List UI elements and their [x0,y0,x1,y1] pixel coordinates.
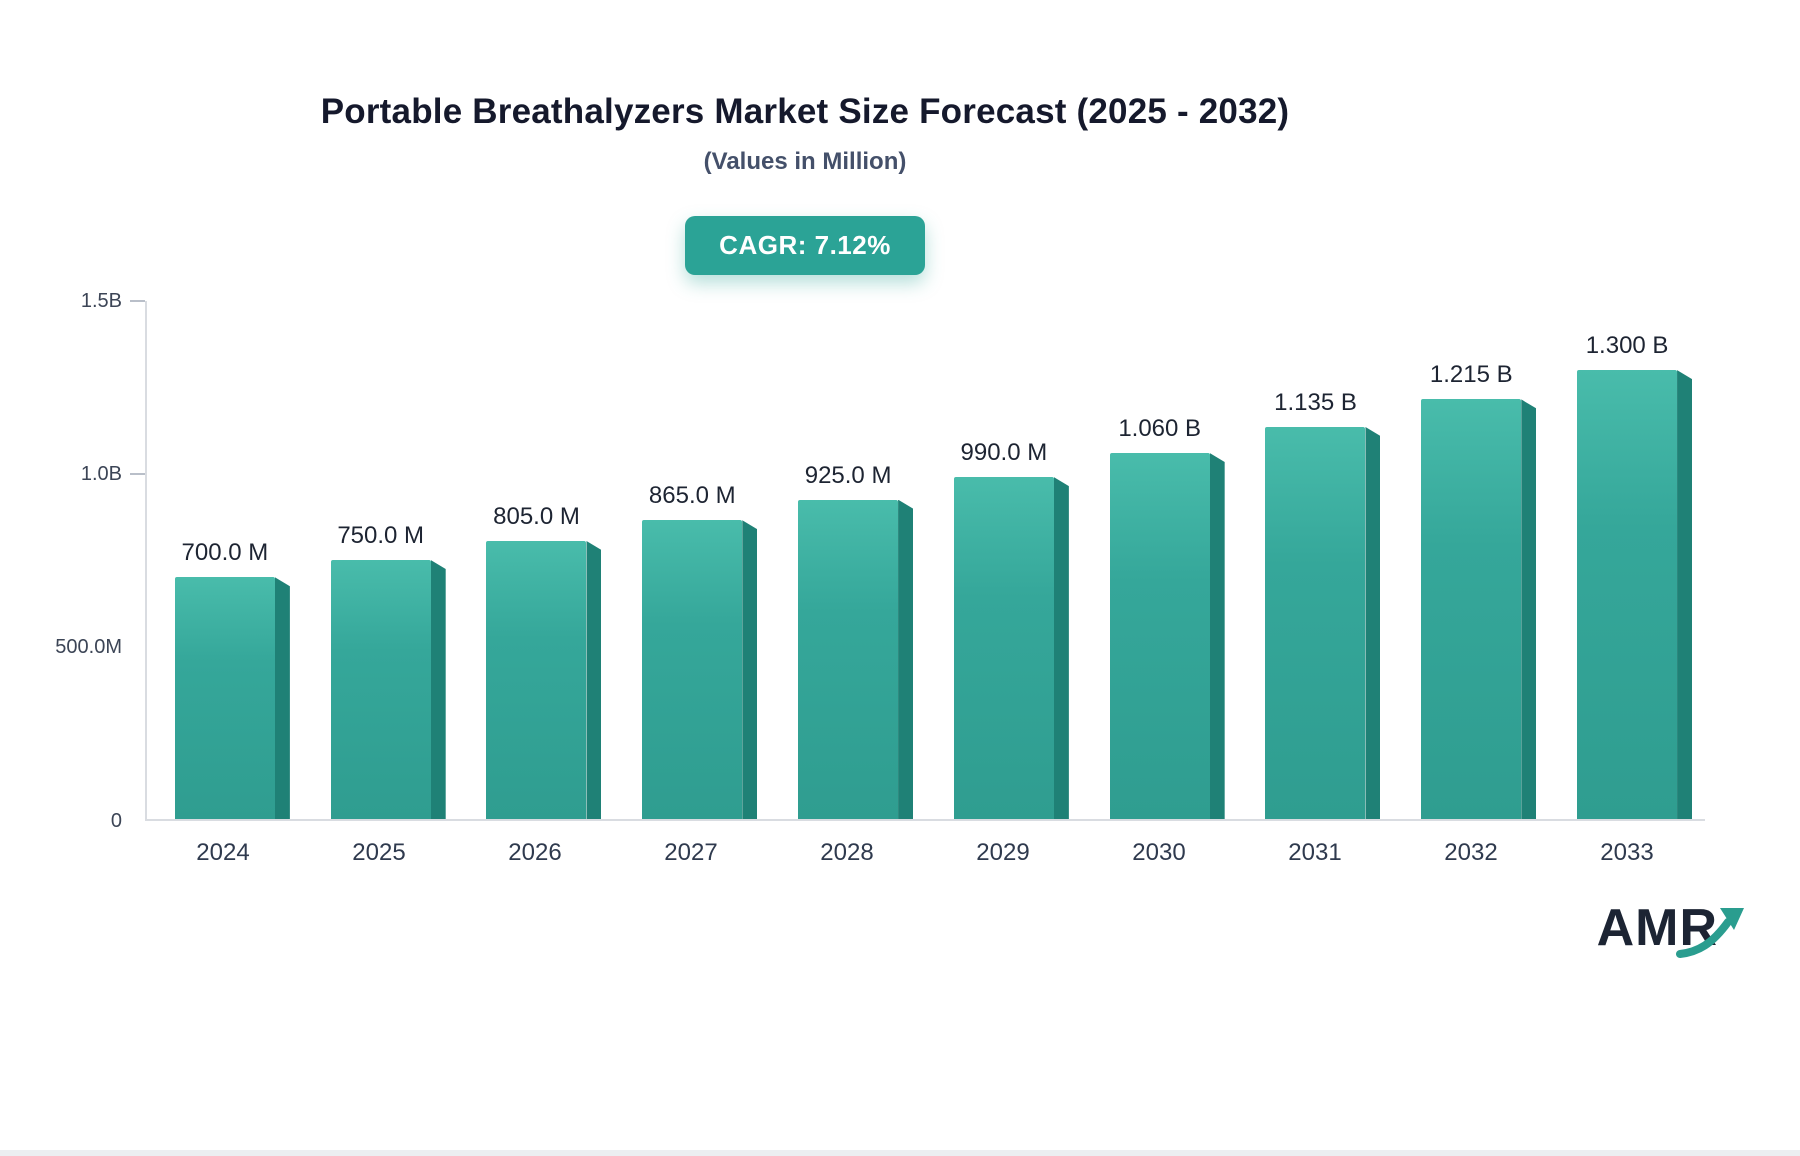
bar-side-face [898,499,914,819]
y-axis: 0 500.0M 1.0B 1.5B [45,290,145,832]
bar [486,541,602,819]
bottom-edge-strip [0,1150,1800,1156]
bar [1421,399,1537,819]
bar-group: 750.0 M [303,301,459,819]
x-axis-tick-label: 2030 [1132,839,1186,866]
chart-title: Portable Breathalyzers Market Size Forec… [320,92,1290,131]
chart-header: Portable Breathalyzers Market Size Forec… [0,0,1800,176]
bar-value-label: 700.0 M [181,539,269,567]
x-axis-tick-label: 2032 [1444,839,1498,866]
bar-side-face [742,520,758,819]
x-axis-tick-label: 2028 [820,839,874,866]
cagr-badge: CAGR: 7.12% [685,216,925,275]
bar [1265,427,1381,819]
y-axis-tick: 1.0B [81,462,145,486]
bar-value-label: 865.0 M [648,482,736,510]
chart-subtitle: (Values in Million) [703,148,907,175]
x-axis: 2024 2025 2026 2027 2028 2029 2030 2031 2032 2033 [145,821,1705,867]
y-axis-tick: 500.0M [55,636,145,660]
bar-value-label: 750.0 M [337,522,425,549]
y-axis-tick: 1.5B [81,289,145,313]
bar [642,520,758,819]
bar [174,577,290,819]
x-axis-tick-label: 2024 [196,839,250,866]
bar-group: 700.0 M [147,301,303,819]
bar-side-face [1521,399,1537,819]
x-axis-tick-label: 2029 [976,839,1030,866]
bar-side-face [586,541,602,819]
x-axis-tick-label: 2025 [352,839,406,866]
y-axis-tick: 0 [111,809,145,833]
bar-group: 925.0 M [770,301,926,819]
bar-value-label: 1.215 B [1429,361,1513,389]
badge-row: CAGR: 7.12% [0,216,1800,275]
y-axis-tick-label: 500.0M [55,636,122,659]
bar-group: 990.0 M [926,301,1082,819]
bar-value-label: 1.300 B [1585,332,1669,360]
x-axis-tick-label: 2031 [1288,839,1342,866]
bar-value-label: 990.0 M [960,439,1048,467]
y-axis-tick-label: 0 [110,809,122,832]
bar-value-label: 1.060 B [1118,414,1202,442]
bar-side-face [1053,477,1069,819]
x-axis-tick-label: 2027 [664,839,718,866]
bar-side-face [1209,452,1225,819]
y-axis-tick-mark [130,300,145,302]
amr-logo-arrow-icon [1676,908,1744,958]
bar-group: 865.0 M [614,301,770,819]
plot-area: 700.0 M 750.0 M 805.0 M 865.0 M 925.0 M 990.0… [145,301,1705,821]
y-axis-tick-mark [130,473,145,476]
bar-side-face [274,577,290,819]
bar-side-face [430,560,446,819]
bar-group: 1.215 B [1393,301,1549,819]
amr-logo: AMR [1597,898,1744,958]
x-axis-tick-label: 2026 [508,839,562,866]
chart-area: 0 500.0M 1.0B 1.5B 700.0 M 750.0 M 805.0 M 865… [45,290,1705,832]
bar-value-label: 925.0 M [804,461,892,489]
bar-group: 1.300 B [1549,301,1705,819]
bar [330,560,446,819]
y-axis-tick-label: 1.5B [80,289,122,312]
bar-group: 805.0 M [459,301,615,819]
bar-value-label: 805.0 M [493,503,580,531]
bar-value-label: 1.135 B [1274,389,1357,417]
bar [953,477,1069,819]
bar [1577,370,1693,819]
y-axis-tick-label: 1.0B [80,462,122,485]
bar-group: 1.135 B [1238,301,1394,819]
bar-side-face [1365,427,1381,819]
bar [798,499,914,819]
bar-side-face [1677,370,1693,819]
x-axis-tick-label: 2033 [1600,839,1654,866]
bar [1109,452,1225,819]
bar-group: 1.060 B [1082,301,1238,819]
